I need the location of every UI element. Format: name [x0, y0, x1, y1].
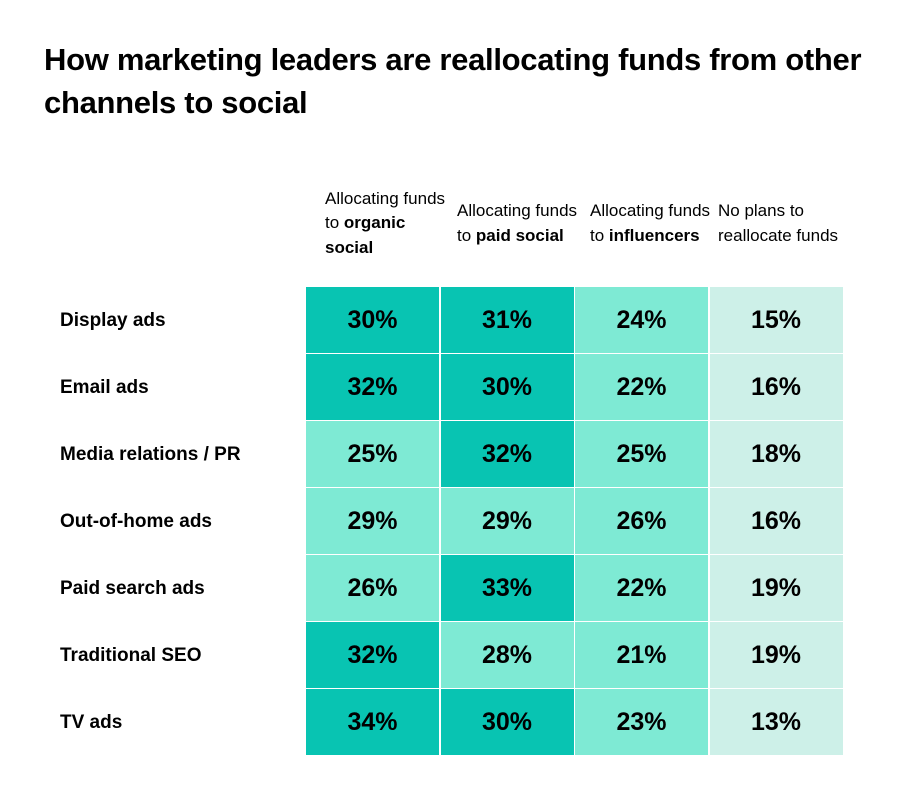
column-header: Allocating funds to organic social — [325, 160, 450, 260]
heatmap-cell: 22% — [575, 555, 708, 621]
heatmap-cell: 19% — [709, 555, 843, 621]
heatmap-cell: 15% — [709, 287, 843, 353]
heatmap-cell: 28% — [440, 622, 574, 688]
row-label: Traditional SEO — [60, 644, 202, 666]
heatmap-cell: 25% — [575, 421, 708, 487]
row-label: TV ads — [60, 711, 123, 733]
heatmap-cell: 19% — [709, 622, 843, 688]
row-label: Display ads — [60, 309, 166, 331]
heatmap-cell: 26% — [306, 555, 439, 621]
heatmap-cell: 29% — [440, 488, 574, 554]
column-header-text: Allocating funds to — [457, 201, 578, 245]
heatmap-cell: 33% — [440, 555, 574, 621]
heatmap-cell: 26% — [575, 488, 708, 554]
chart-title: How marketing leaders are reallocating f… — [44, 42, 862, 120]
heatmap-cell: 24% — [575, 287, 708, 353]
heatmap-cell: 29% — [306, 488, 439, 554]
column-header: Allocating funds to paid social — [457, 172, 582, 248]
column-header: Allocating funds to influencers — [590, 172, 715, 248]
heatmap-cell: 32% — [306, 354, 439, 420]
column-header-bold: paid social — [475, 225, 564, 245]
heatmap-cell: 18% — [709, 421, 843, 487]
heatmap-cell: 31% — [440, 287, 574, 353]
column-header: No plans to reallocate funds — [718, 172, 843, 248]
column-header-text: Allocating funds to — [325, 188, 446, 233]
column-header-text: Allocating funds to — [590, 201, 711, 245]
heatmap-cell: 23% — [575, 689, 708, 755]
heatmap-cell: 30% — [440, 354, 574, 420]
heatmap-cell: 16% — [709, 354, 843, 420]
column-header-bold: organic social — [325, 213, 406, 257]
row-label: Media relations / PR — [60, 443, 241, 465]
heatmap-cell: 16% — [709, 488, 843, 554]
heatmap-cell: 13% — [709, 689, 843, 755]
heatmap-cell: 30% — [306, 287, 439, 353]
row-label: Paid search ads — [60, 577, 205, 599]
heatmap-cell: 25% — [306, 421, 439, 487]
heatmap-cell: 21% — [575, 622, 708, 688]
row-label: Email ads — [60, 376, 149, 398]
column-header-bold: influencers — [608, 225, 700, 245]
heatmap-cell: 34% — [306, 689, 439, 755]
column-header-text: No plans to reallocate funds — [718, 201, 839, 245]
heatmap-cell: 32% — [306, 622, 439, 688]
heatmap-cell: 32% — [440, 421, 574, 487]
heatmap-cell: 30% — [440, 689, 574, 755]
heatmap-cell: 22% — [575, 354, 708, 420]
row-label: Out-of-home ads — [60, 510, 212, 532]
